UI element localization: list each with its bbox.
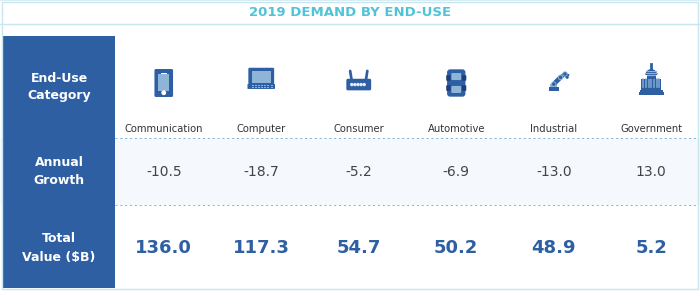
Circle shape [559, 75, 563, 79]
FancyBboxPatch shape [446, 85, 451, 91]
Wedge shape [645, 69, 657, 75]
FancyBboxPatch shape [248, 84, 275, 89]
Bar [641, 79, 662, 87]
FancyBboxPatch shape [452, 86, 461, 93]
Circle shape [564, 73, 566, 75]
Bar [647, 75, 656, 79]
Bar [258, 87, 260, 88]
Bar [261, 87, 263, 88]
Bar [638, 92, 664, 95]
Text: -18.7: -18.7 [244, 165, 279, 179]
Bar [258, 85, 260, 86]
Circle shape [360, 84, 362, 86]
Text: 13.0: 13.0 [636, 165, 666, 179]
Bar [255, 87, 257, 88]
Text: Total
Value ($B): Total Value ($B) [22, 233, 96, 263]
Bar [640, 90, 662, 92]
Circle shape [354, 84, 356, 86]
Circle shape [363, 84, 365, 86]
Bar [261, 85, 263, 86]
Text: Computer: Computer [237, 124, 286, 134]
FancyBboxPatch shape [346, 79, 371, 90]
Text: End-Use
Category: End-Use Category [27, 72, 91, 102]
Bar [641, 87, 662, 90]
FancyBboxPatch shape [452, 73, 461, 80]
Circle shape [563, 72, 567, 76]
Bar [252, 85, 254, 86]
Bar [255, 85, 257, 86]
FancyBboxPatch shape [446, 75, 451, 81]
Text: -5.2: -5.2 [345, 165, 372, 179]
Text: 5.2: 5.2 [636, 239, 667, 257]
Text: Communication: Communication [125, 124, 203, 134]
Circle shape [552, 82, 556, 86]
FancyBboxPatch shape [462, 75, 466, 81]
Bar [265, 85, 266, 86]
Text: Automotive: Automotive [428, 124, 485, 134]
Text: -13.0: -13.0 [536, 165, 572, 179]
Bar [549, 88, 559, 91]
Text: 54.7: 54.7 [337, 239, 381, 257]
Text: 136.0: 136.0 [135, 239, 192, 257]
Text: Government: Government [620, 124, 682, 134]
Bar [0, 36, 700, 138]
Text: -10.5: -10.5 [146, 165, 181, 179]
FancyBboxPatch shape [462, 85, 466, 91]
Bar [251, 70, 271, 83]
FancyBboxPatch shape [248, 68, 274, 86]
Bar [271, 85, 272, 86]
Bar [271, 87, 272, 88]
Bar [267, 87, 270, 88]
Bar [267, 85, 270, 86]
Bar [3, 36, 115, 288]
Circle shape [351, 84, 353, 86]
Text: Industrial: Industrial [530, 124, 578, 134]
Bar [0, 138, 700, 205]
Bar [0, 24, 700, 36]
FancyBboxPatch shape [155, 69, 173, 97]
Text: 50.2: 50.2 [434, 239, 478, 257]
Bar [158, 74, 169, 91]
Text: Annual
Growth: Annual Growth [34, 157, 85, 187]
Bar [0, 205, 700, 291]
Text: -6.9: -6.9 [442, 165, 470, 179]
Text: 48.9: 48.9 [531, 239, 576, 257]
Circle shape [357, 84, 359, 86]
Bar [265, 87, 266, 88]
Bar [0, 0, 700, 24]
Circle shape [553, 83, 555, 85]
FancyBboxPatch shape [447, 69, 466, 97]
Bar [550, 84, 557, 88]
Circle shape [559, 76, 561, 78]
Circle shape [162, 91, 165, 95]
Bar [160, 73, 167, 74]
Text: 2019 DEMAND BY END-USE: 2019 DEMAND BY END-USE [249, 6, 451, 19]
Bar [252, 87, 254, 88]
Text: Consumer: Consumer [333, 124, 384, 134]
Text: 117.3: 117.3 [233, 239, 290, 257]
